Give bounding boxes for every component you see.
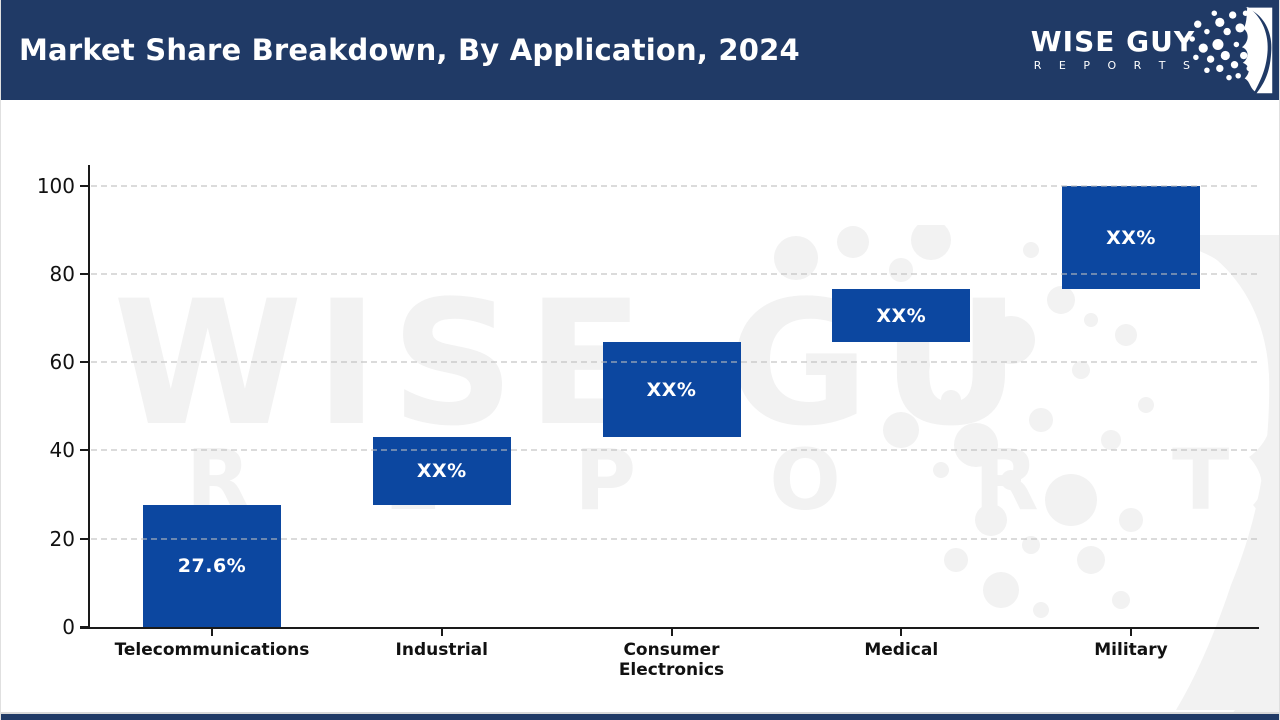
y-tick-mark <box>80 537 88 540</box>
gridline-60 <box>91 361 1257 364</box>
y-tick-label-40: 40 <box>49 438 75 463</box>
y-tick-mark <box>80 272 88 275</box>
waterfall-bar-consumer-electronics: XX% <box>602 342 741 438</box>
watermark-reports-text: R E P O R T S <box>186 431 1280 529</box>
waterfall-bar-military: XX% <box>1062 185 1200 290</box>
wiseguy-head-icon <box>1189 6 1273 94</box>
footer-bar <box>1 714 1279 720</box>
waterfall-bar-industrial: XX% <box>372 437 511 506</box>
bar-value-label: XX% <box>646 378 697 401</box>
x-tick-label-industrial: Industrial <box>395 640 488 660</box>
wiseguy-logo: WISE GUY R E P O R T S <box>1031 0 1275 100</box>
x-tick-label-consumer-electronics: Consumer Electronics <box>618 640 725 680</box>
bar-value-label: XX% <box>1106 226 1156 249</box>
gridline-80 <box>91 272 1257 275</box>
y-tick-label-100: 100 <box>36 173 75 198</box>
x-tick-mark <box>900 629 903 636</box>
y-tick-label-60: 60 <box>49 350 75 375</box>
y-tick-mark <box>80 626 88 628</box>
gridline-20 <box>91 537 1257 540</box>
x-tick-mark <box>440 629 443 636</box>
gridline-100 <box>91 184 1257 187</box>
waterfall-bar-telecommunications: 27.6% <box>143 505 281 627</box>
x-axis-line <box>80 627 1259 629</box>
header-bar: Market Share Breakdown, By Application, … <box>1 0 1279 100</box>
logo-reports-text: R E P O R T S <box>1033 59 1197 72</box>
y-tick-label-80: 80 <box>49 261 75 286</box>
y-axis-line <box>88 165 90 629</box>
x-tick-label-medical: Medical <box>864 640 939 660</box>
x-tick-label-military: Military <box>1094 640 1168 660</box>
y-tick-mark <box>80 361 88 364</box>
y-tick-label-20: 20 <box>49 526 75 551</box>
waterfall-bar-medical: XX% <box>832 289 971 343</box>
x-tick-mark <box>670 629 673 636</box>
chart-title: Market Share Breakdown, By Application, … <box>19 33 800 67</box>
bar-value-label: 27.6% <box>177 555 247 578</box>
footer-hairline <box>1 712 1279 714</box>
bar-value-label: XX% <box>876 304 927 327</box>
gridline-40 <box>91 449 1257 452</box>
y-tick-label-0: 0 <box>62 615 75 639</box>
logo-brand-text: WISE GUY <box>1030 25 1196 58</box>
x-tick-label-telecommunications: Telecommunications <box>114 640 310 660</box>
bar-value-label: XX% <box>416 460 467 483</box>
y-tick-mark <box>80 184 88 187</box>
y-tick-mark <box>80 449 88 452</box>
x-tick-mark <box>1130 629 1132 636</box>
x-tick-mark <box>211 629 213 636</box>
